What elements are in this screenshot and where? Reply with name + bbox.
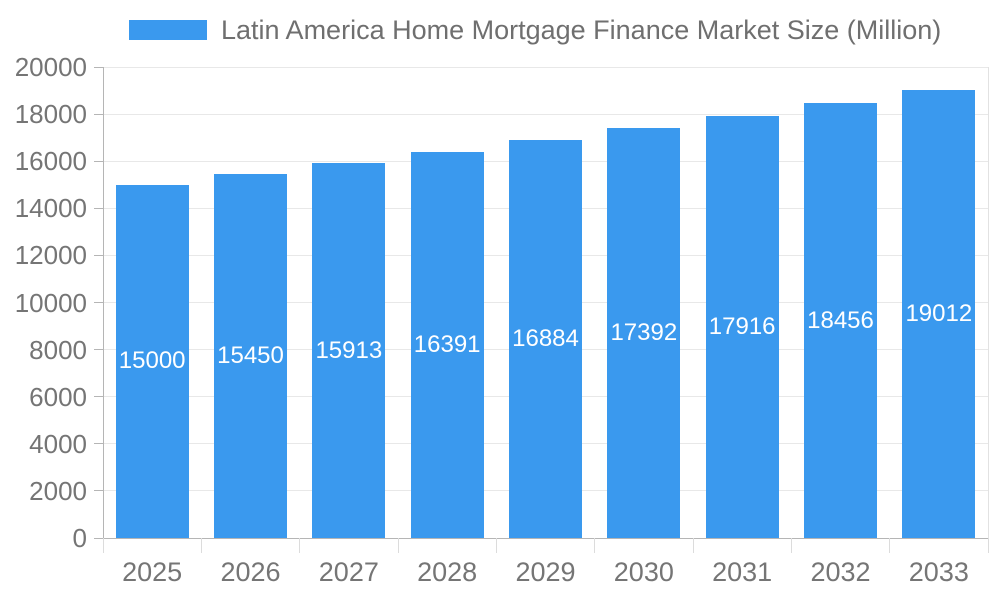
x-axis-tick-label: 2025	[122, 557, 183, 587]
x-axis-tick	[987, 538, 989, 553]
y-axis-tick-label: 12000	[14, 240, 87, 271]
x-axis-tick	[790, 538, 792, 553]
y-axis-tick-label: 4000	[29, 428, 87, 459]
bar-value-label: 19012	[905, 300, 973, 328]
bar-value-label: 15000	[118, 347, 186, 375]
y-axis-tick-label: 14000	[14, 193, 87, 224]
bar: 15000	[115, 184, 189, 538]
y-axis-tick	[94, 207, 103, 209]
bar: 15913	[312, 163, 386, 538]
bar: 18456	[804, 103, 877, 538]
y-axis-tick	[94, 443, 103, 445]
y-axis-tick-label: 2000	[29, 475, 87, 506]
y-axis-tick	[94, 66, 103, 68]
y-axis-tick-label: 0	[72, 523, 87, 553]
bar: 17916	[705, 116, 779, 538]
x-axis-tick	[397, 538, 399, 553]
x-axis-tick-label: 2028	[417, 557, 478, 587]
y-axis-tick	[94, 396, 103, 398]
bar-value-label: 16884	[512, 325, 579, 353]
y-axis-tick	[94, 490, 103, 492]
legend-label: Latin America Home Mortgage Finance Mark…	[221, 14, 942, 45]
y-axis-tick-label: 16000	[14, 146, 87, 177]
y-axis-tick-label: 10000	[14, 287, 87, 318]
x-axis-tick	[102, 538, 104, 553]
y-axis-tick	[94, 302, 103, 303]
x-axis-tick	[200, 538, 202, 553]
x-axis-tick-label: 2027	[318, 557, 379, 587]
x-axis-tick-label: 2030	[613, 557, 674, 587]
bar: 16884	[509, 140, 582, 538]
x-axis-tick	[692, 538, 694, 553]
x-axis-tick	[594, 538, 596, 553]
bar-value-label: 15450	[217, 342, 284, 370]
y-axis-tick-label: 20000	[14, 52, 87, 82]
x-axis-tick-label: 2031	[712, 557, 773, 587]
legend: Latin America Home Mortgage Finance Mark…	[129, 8, 941, 52]
y-axis-line	[103, 67, 104, 538]
bar: 19012	[902, 90, 976, 538]
x-axis-tick-label: 2026	[220, 557, 281, 587]
bar-value-label: 16391	[413, 330, 481, 358]
y-axis-tick	[94, 113, 103, 115]
bar: 15450	[214, 174, 287, 538]
y-axis-tick	[94, 349, 103, 351]
legend-swatch-icon	[129, 20, 207, 40]
y-gridline	[103, 113, 988, 115]
x-axis-tick	[495, 538, 497, 553]
y-axis-tick	[94, 160, 103, 162]
y-axis-tick-label: 6000	[29, 381, 87, 412]
legend-item[interactable]: Latin America Home Mortgage Finance Mark…	[129, 15, 941, 46]
y-axis-tick	[94, 254, 103, 256]
y-gridline	[103, 66, 988, 68]
bar-value-label: 15913	[315, 336, 383, 364]
x-axis-tick	[889, 538, 891, 553]
x-axis-tick	[299, 538, 301, 553]
bar-value-label: 18456	[807, 306, 874, 334]
x-axis-tick-label: 2029	[515, 557, 576, 587]
bar: 16391	[410, 151, 484, 538]
bar-value-label: 17392	[610, 319, 678, 347]
y-axis-tick-label: 8000	[29, 334, 87, 365]
y-axis-tick-label: 18000	[14, 99, 87, 130]
bar-value-label: 17916	[708, 313, 776, 341]
x-axis-tick-label: 2032	[810, 557, 871, 587]
x-axis-line	[94, 537, 988, 539]
x-axis-tick-label: 2033	[908, 557, 969, 587]
plot-right-border	[987, 67, 989, 538]
bar: 17392	[607, 128, 681, 538]
